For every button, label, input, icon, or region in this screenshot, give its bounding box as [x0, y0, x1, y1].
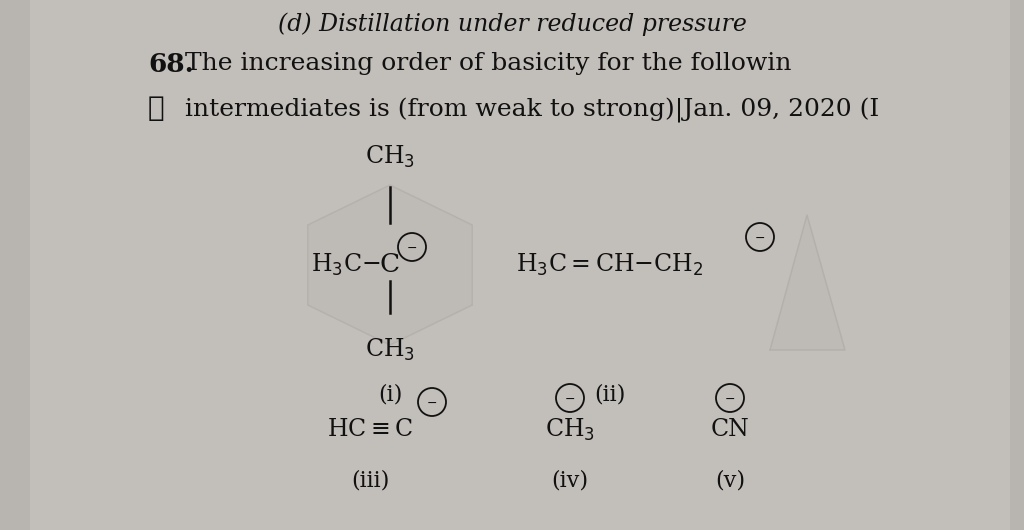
Polygon shape	[308, 185, 472, 345]
Text: (ii): (ii)	[594, 383, 626, 405]
Text: $-$: $-$	[426, 395, 437, 409]
Text: $-$: $-$	[724, 392, 735, 404]
Text: (d) Distillation under reduced pressure: (d) Distillation under reduced pressure	[278, 12, 746, 36]
Text: C: C	[380, 252, 400, 278]
Text: $-$: $-$	[755, 231, 766, 243]
Text: intermediates is (from weak to strong)|Jan. 09, 2020 (I: intermediates is (from weak to strong)|J…	[185, 98, 880, 123]
Text: H$_3$C$=$CH$-$CH$_2$: H$_3$C$=$CH$-$CH$_2$	[516, 252, 703, 278]
Text: H$_3$C$-$: H$_3$C$-$	[310, 252, 380, 278]
Text: (iii): (iii)	[351, 470, 389, 492]
Text: 68.: 68.	[148, 52, 194, 77]
Text: ✓: ✓	[148, 95, 165, 122]
Text: The increasing order of basicity for the followin: The increasing order of basicity for the…	[185, 52, 792, 75]
Text: CH$_3$: CH$_3$	[365, 337, 415, 363]
Text: CN: CN	[711, 419, 750, 441]
Text: CH$_3$: CH$_3$	[545, 417, 595, 443]
Text: CH$_3$: CH$_3$	[365, 144, 415, 170]
Text: (iv): (iv)	[552, 470, 589, 492]
Polygon shape	[770, 215, 845, 350]
Text: HC$\equiv$C: HC$\equiv$C	[327, 419, 414, 441]
Text: $-$: $-$	[407, 241, 418, 253]
Text: (v): (v)	[715, 470, 745, 492]
Text: (i): (i)	[378, 383, 402, 405]
Text: $-$: $-$	[564, 392, 575, 404]
FancyBboxPatch shape	[30, 0, 1010, 530]
